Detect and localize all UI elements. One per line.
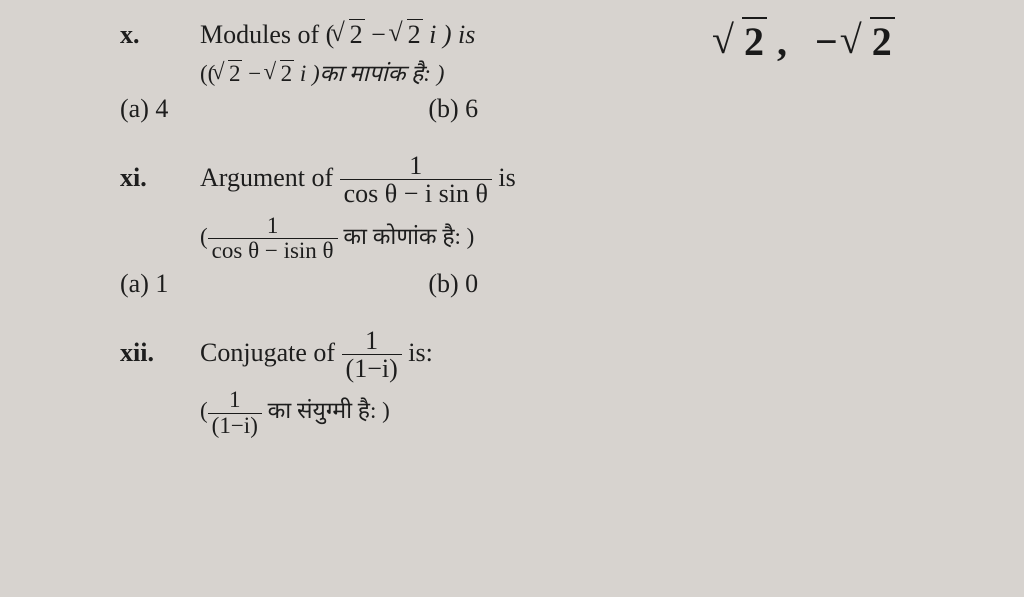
question-xi: xi. Argument of 1cos θ − i sin θ is (1co… — [120, 152, 984, 299]
q-text-line1: Conjugate of 1(1−i) is: — [200, 327, 984, 383]
sqrt-a2: 2 — [228, 60, 243, 86]
handwritten-annotation: 2 , − 2 — [720, 18, 895, 65]
frac-den: cos θ − isin θ — [208, 238, 338, 263]
option-a: (a) 4 — [120, 94, 168, 124]
frac-den: (1−i) — [342, 354, 402, 382]
option-b: (b) 0 — [428, 269, 478, 299]
frac-num: 1 — [340, 152, 492, 179]
txt: is: — [402, 338, 433, 367]
frac-num: 1 — [208, 388, 262, 412]
frac-den: (1−i) — [208, 413, 262, 438]
frac-num: 1 — [342, 327, 402, 354]
txt: Conjugate of — [200, 338, 342, 367]
txt: Argument of — [200, 163, 340, 192]
q-text-line2: (1cos θ − isin θ का कोणांक है: ) — [200, 214, 984, 263]
q-number: xi. — [120, 163, 176, 193]
txt: ( — [200, 398, 208, 423]
sqrt-b: 2 — [407, 19, 423, 49]
hw-sqrt2-a: 2 — [742, 17, 767, 64]
txt: का कोणांक है: ) — [338, 224, 475, 249]
txt: i ) is — [423, 20, 476, 49]
q-text-line2: (1(1−i) का संयुग्मी है: ) — [200, 388, 984, 437]
option-b: (b) 6 — [428, 94, 478, 124]
hw-minus: − — [815, 19, 838, 64]
txt: is — [492, 163, 516, 192]
hw-sqrt2-b: 2 — [870, 17, 895, 64]
fraction: 1cos θ − i sin θ — [340, 152, 492, 208]
q-text-line1: Argument of 1cos θ − i sin θ is — [200, 152, 984, 208]
txt: का संयुग्मी है: ) — [262, 398, 390, 423]
exam-page: 2 , − 2 x. Modules of (2 − 2 i ) is ((2 … — [0, 0, 1024, 597]
frac-den: cos θ − i sin θ — [340, 179, 492, 207]
fraction: 1(1−i) — [342, 327, 402, 383]
q-number: xii. — [120, 338, 176, 368]
hw-comma: , — [777, 19, 787, 64]
fraction: 1cos θ − isin θ — [208, 214, 338, 263]
option-a: (a) 1 — [120, 269, 168, 299]
question-xii: xii. Conjugate of 1(1−i) is: (1(1−i) का … — [120, 327, 984, 438]
txt: i )का मापांक है: ) — [294, 61, 444, 86]
sqrt-a: 2 — [349, 19, 365, 49]
txt: Modules of ( — [200, 20, 334, 49]
fraction: 1(1−i) — [208, 388, 262, 437]
frac-num: 1 — [208, 214, 338, 238]
q-number: x. — [120, 20, 176, 50]
txt: ( — [200, 224, 208, 249]
sqrt-b2: 2 — [280, 60, 295, 86]
